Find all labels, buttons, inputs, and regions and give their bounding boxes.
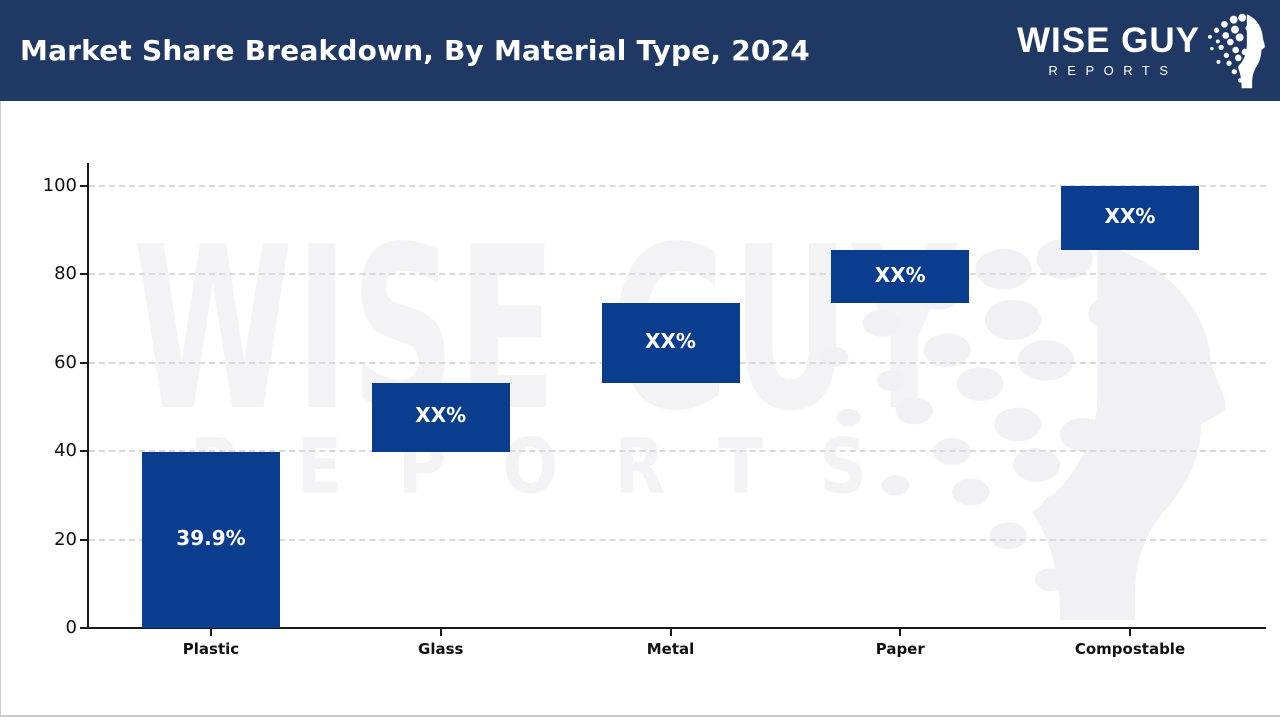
x-axis-label-compostable: Compostable xyxy=(1074,640,1186,658)
y-tick-label: 80 xyxy=(54,263,77,285)
bar-glass xyxy=(371,382,510,452)
y-tick-mark xyxy=(80,450,88,453)
y-tick-label: 40 xyxy=(54,440,77,462)
bar-plastic xyxy=(142,451,280,628)
gridline xyxy=(89,273,1266,276)
y-tick-mark xyxy=(80,185,88,187)
y-tick-label: 100 xyxy=(42,175,77,196)
bar-value-label: XX% xyxy=(645,328,696,353)
bar-value-label: XX% xyxy=(1104,204,1156,229)
bar-value-label: 39.9% xyxy=(176,525,246,550)
gridline xyxy=(89,450,1266,453)
bottom-border-line xyxy=(0,715,1280,717)
x-axis-label-plastic: Plastic xyxy=(182,640,240,658)
watermark-reports-text: REPORTS xyxy=(190,422,923,511)
logo-reports-text: REPORTS xyxy=(1048,62,1178,78)
bar-value-label: XX% xyxy=(415,403,467,428)
x-axis-label-glass: Glass xyxy=(418,640,464,658)
x-tick-mark xyxy=(439,629,442,636)
gridline xyxy=(89,538,1266,541)
gridline xyxy=(89,185,1266,187)
y-tick-mark xyxy=(80,273,88,276)
y-axis-line xyxy=(87,163,89,629)
bar-compostable xyxy=(1061,186,1199,251)
x-tick-mark xyxy=(1129,629,1131,636)
y-tick-label: 0 xyxy=(65,617,77,638)
watermark-wordmark: WISE GUY xyxy=(133,199,959,462)
y-tick-mark xyxy=(80,627,88,629)
wiseguy-logo: WISE GUY REPORTS xyxy=(1017,8,1268,92)
x-tick-mark xyxy=(899,629,902,636)
page-title: Market Share Breakdown, By Material Type… xyxy=(20,34,810,67)
x-axis-label-metal: Metal xyxy=(646,640,695,658)
x-axis-line xyxy=(87,627,1266,629)
logo-wordmark: WISE GUY xyxy=(1016,20,1200,60)
x-tick-mark xyxy=(210,629,212,636)
wiseguy-face-watermark-icon xyxy=(820,238,1226,621)
y-tick-label: 60 xyxy=(54,351,77,373)
bar-metal xyxy=(601,303,740,383)
y-tick-mark xyxy=(80,361,88,364)
y-tick-label: 20 xyxy=(54,528,77,550)
bar-value-label: XX% xyxy=(874,262,926,287)
y-tick-mark xyxy=(80,538,88,541)
x-tick-mark xyxy=(669,629,672,636)
x-axis-label-paper: Paper xyxy=(875,640,925,658)
left-border-line xyxy=(0,101,1,717)
bar-paper xyxy=(831,250,970,304)
wiseguy-face-logo-icon xyxy=(1207,13,1265,89)
header-bar: Market Share Breakdown, By Material Type… xyxy=(0,0,1280,101)
